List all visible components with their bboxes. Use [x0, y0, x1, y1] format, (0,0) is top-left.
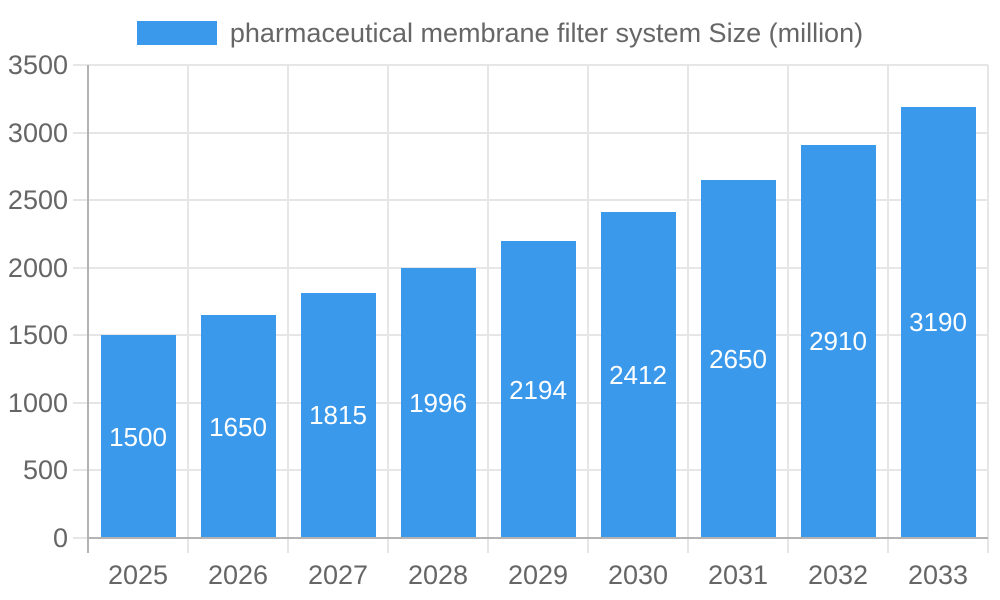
x-axis-tick-label: 2027 [307, 560, 369, 590]
x-axis-tick [987, 538, 989, 553]
bar-2032[interactable] [800, 144, 876, 538]
x-axis-tick [687, 538, 689, 553]
y-axis-tick-label: 3000 [7, 117, 68, 148]
y-gridline [88, 64, 988, 66]
y-axis-tick [73, 401, 88, 404]
x-gridline [587, 65, 589, 538]
x-gridline [687, 65, 689, 538]
y-axis-tick [73, 199, 88, 202]
x-axis-tick-label: 2026 [207, 560, 269, 590]
bar-2031[interactable] [700, 179, 776, 538]
x-gridline [787, 65, 789, 538]
bar-2025[interactable] [100, 335, 176, 538]
x-gridline [287, 65, 289, 538]
bar-2028[interactable] [400, 268, 476, 538]
bar-value-label: 2650 [709, 343, 767, 374]
legend-label: pharmaceutical membrane filter system Si… [229, 18, 864, 48]
legend[interactable]: pharmaceutical membrane filter system Si… [0, 19, 1000, 47]
x-axis-tick-label: 2032 [807, 560, 869, 590]
y-axis-tick [73, 64, 88, 66]
x-axis-tick [587, 538, 589, 553]
bar-value-label: 2910 [809, 326, 867, 357]
bar-value-label: 2412 [609, 360, 667, 391]
x-axis-tick [287, 538, 289, 553]
bar-value-label: 3190 [909, 307, 967, 338]
x-axis-tick-label: 2030 [607, 560, 669, 590]
x-axis-tick-label: 2028 [407, 560, 469, 590]
y-axis-tick-label: 2500 [7, 185, 68, 216]
legend-swatch [136, 21, 217, 45]
y-axis-line [87, 65, 89, 538]
x-axis-tick [487, 538, 489, 553]
bar-2026[interactable] [200, 315, 276, 538]
bar-2027[interactable] [300, 292, 376, 538]
bar-2030[interactable] [600, 212, 676, 538]
x-axis-tick [187, 538, 189, 553]
x-gridline [187, 65, 189, 538]
y-axis-tick [73, 334, 88, 337]
bar-value-label: 1500 [109, 421, 167, 452]
x-axis-zero-line [88, 537, 988, 539]
bar-2029[interactable] [500, 241, 576, 538]
bar-2033[interactable] [900, 106, 976, 538]
x-gridline [487, 65, 489, 538]
x-axis-tick-label: 2031 [707, 560, 769, 590]
y-gridline [88, 199, 988, 202]
y-axis-tick-label: 500 [22, 455, 68, 486]
bar-value-label: 2194 [509, 374, 567, 405]
y-axis-tick [73, 537, 88, 539]
x-axis-tick [787, 538, 789, 553]
y-axis-tick-label: 0 [52, 523, 68, 553]
y-axis-tick-label: 1000 [7, 387, 68, 418]
x-gridline [387, 65, 389, 538]
bar-value-label: 1650 [209, 411, 267, 442]
x-axis-tick [87, 538, 89, 553]
y-axis-tick-label: 3500 [7, 50, 68, 80]
y-gridline [88, 131, 988, 134]
bar-value-label: 1815 [309, 400, 367, 431]
x-axis-tick-label: 2025 [107, 560, 169, 590]
bar-value-label: 1996 [409, 388, 467, 419]
y-axis-tick-label: 1500 [7, 320, 68, 351]
x-gridline [887, 65, 889, 538]
x-axis-tick [887, 538, 889, 553]
x-axis-tick [387, 538, 389, 553]
y-axis-tick [73, 469, 88, 472]
x-axis-tick-label: 2029 [507, 560, 569, 590]
y-axis-tick [73, 266, 88, 269]
x-gridline [987, 65, 989, 538]
x-axis-tick-label: 2033 [907, 560, 969, 590]
y-axis-tick [73, 131, 88, 134]
y-axis-tick-label: 2000 [7, 252, 68, 283]
